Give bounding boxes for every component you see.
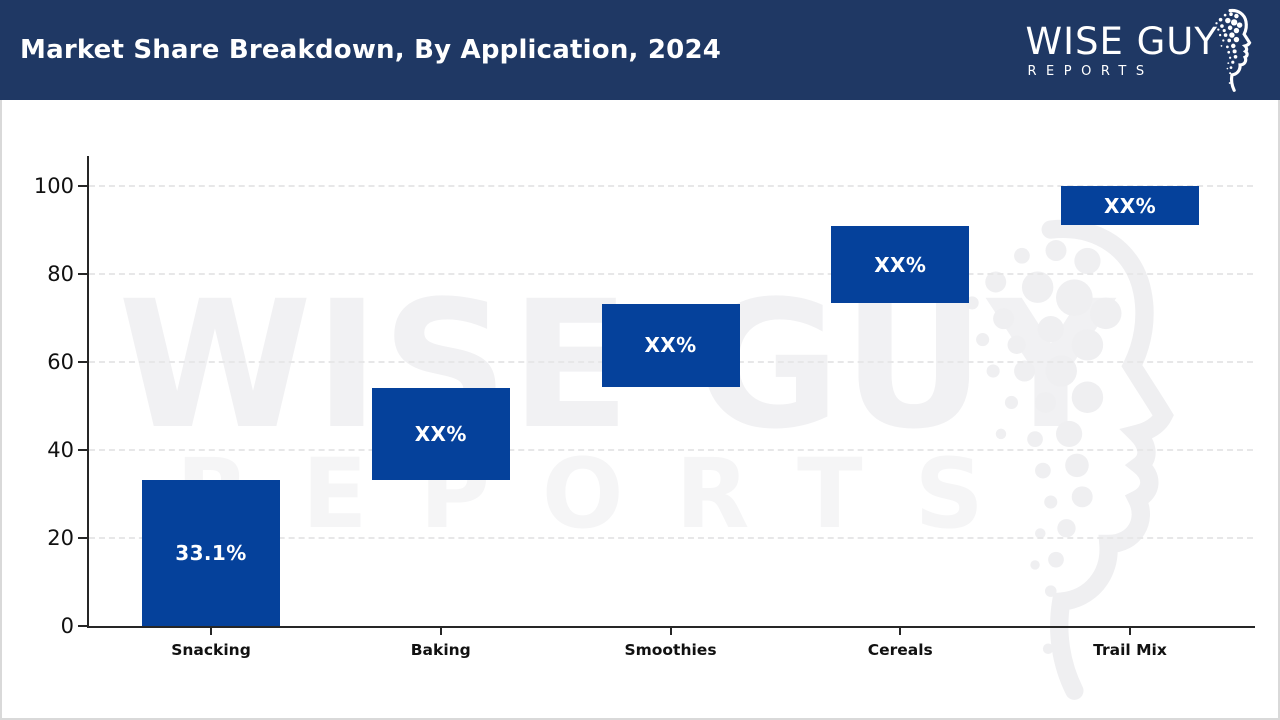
y-tick-label-40: 40	[47, 438, 74, 462]
logo-wordmark: WISE GUY	[1025, 19, 1218, 63]
bar-smoothies: XX%	[601, 303, 740, 387]
y-tick-label-0: 0	[60, 614, 74, 638]
logo-face-icon	[1213, 8, 1252, 92]
y-tick-label-100: 100	[33, 174, 74, 198]
y-tick-label-60: 60	[47, 350, 74, 374]
y-tick-20	[78, 537, 87, 539]
bar-value-label: XX%	[414, 421, 467, 446]
bar-trail-mix: XX%	[1061, 186, 1199, 226]
x-tick-4	[1129, 628, 1131, 635]
x-tick-1	[439, 628, 442, 635]
y-tick-label-20: 20	[47, 526, 74, 550]
logo-text: WISE GUY REPORTS	[1026, 23, 1218, 78]
gridline-100	[89, 185, 1253, 187]
y-tick-60	[78, 361, 87, 363]
y-tick-label-80: 80	[47, 262, 74, 286]
x-tick-0	[210, 628, 212, 635]
logo-subtitle: REPORTS	[1027, 63, 1154, 79]
x-tick-3	[899, 628, 902, 635]
x-category-label: Cereals	[867, 641, 933, 659]
bar-value-label: XX%	[874, 252, 927, 277]
y-tick-0	[78, 625, 87, 627]
bar-value-label: XX%	[1103, 193, 1157, 218]
header: Market Share Breakdown, By Application, …	[0, 0, 1280, 100]
y-axis-line	[87, 156, 89, 628]
gridline-20	[89, 537, 1253, 539]
bar-value-label: XX%	[644, 333, 697, 358]
y-tick-100	[78, 185, 87, 187]
y-tick-80	[78, 273, 87, 275]
wiseguy-logo: WISE GUY REPORTS	[1026, 7, 1256, 93]
x-axis-line	[87, 626, 1255, 628]
bar-value-label: 33.1%	[175, 541, 247, 566]
page-title: Market Share Breakdown, By Application, …	[20, 35, 722, 65]
x-category-label: Snacking	[171, 641, 251, 659]
x-tick-2	[669, 628, 672, 635]
bar-snacking: 33.1%	[142, 480, 280, 626]
x-category-label: Baking	[410, 641, 471, 659]
y-tick-40	[78, 449, 87, 451]
gridline-40	[89, 449, 1253, 451]
gridline-80	[89, 273, 1253, 275]
x-category-label: Trail Mix	[1093, 641, 1167, 659]
bar-baking: XX%	[371, 387, 510, 481]
x-category-label: Smoothies	[624, 641, 717, 659]
bar-cereals: XX%	[831, 226, 970, 304]
